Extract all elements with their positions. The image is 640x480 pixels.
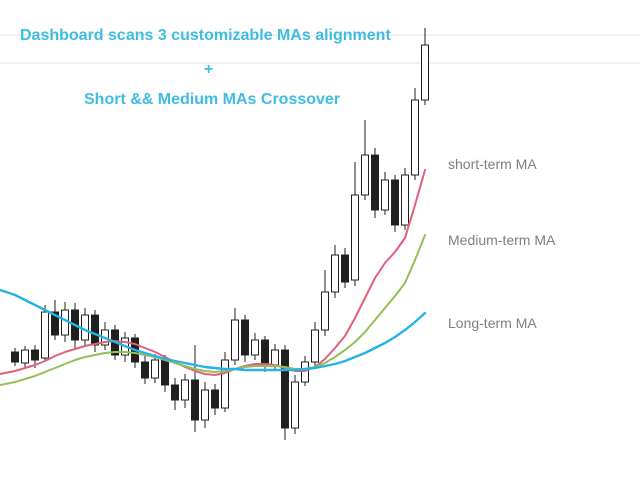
short-term-ma-label: short-term MA [448,156,537,172]
headline-line2: Short && Medium MAs Crossover [84,91,341,108]
headline-line1: Dashboard scans 3 customizable MAs align… [20,27,391,44]
headline-plus: + [204,61,214,78]
medium-term-ma-label: Medium-term MA [448,232,556,248]
long-term-ma-label: Long-term MA [448,315,537,331]
